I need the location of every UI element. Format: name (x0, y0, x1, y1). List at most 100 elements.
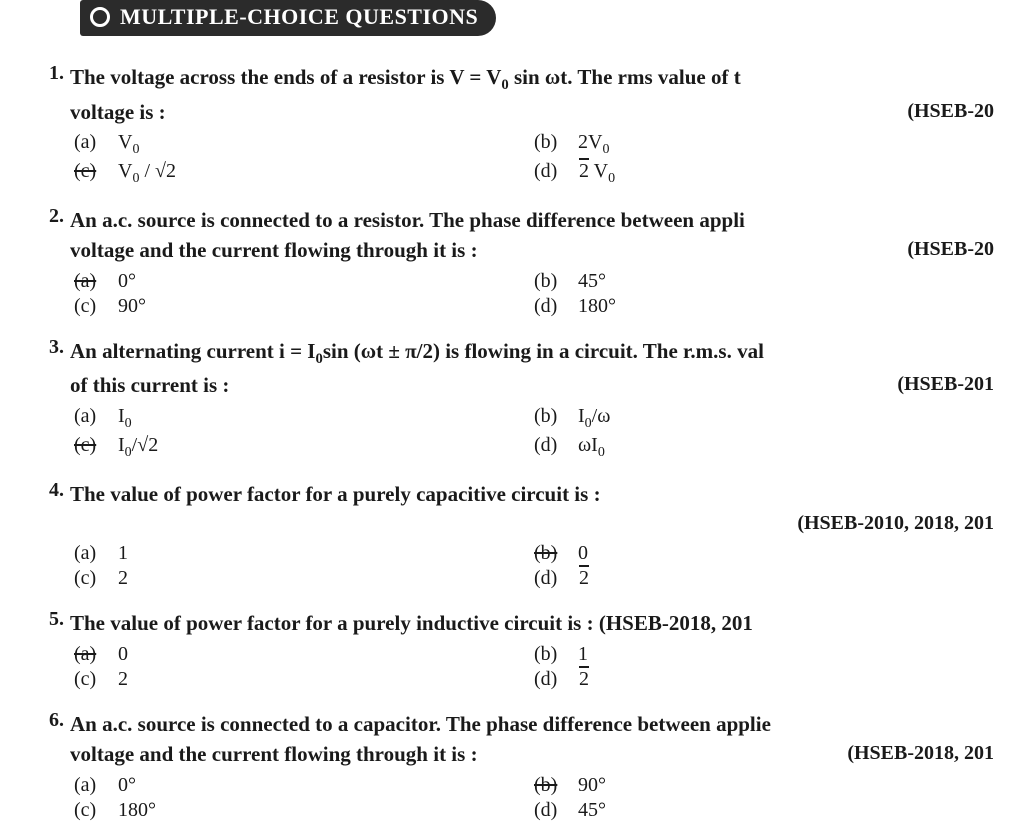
option: (d) 45° (534, 799, 994, 822)
question-4: 4. The value of power factor for a purel… (70, 479, 994, 590)
option: (c) 2 (74, 668, 534, 691)
option-label: (d) (534, 295, 568, 318)
option-label: (c) (74, 295, 108, 318)
option: (a) 1 (74, 542, 534, 565)
source-tag: (HSEB-20 (907, 235, 994, 264)
option-value: 2V0 (578, 131, 609, 158)
option-label: (c) (74, 668, 108, 691)
questions-list: 1. The voltage across the ends of a resi… (70, 62, 994, 822)
option: (d) ωI0 (534, 434, 994, 461)
option-value: V0 / √2 (118, 160, 176, 187)
source-tag: (HSEB-2018, 201 (847, 739, 994, 768)
option-label: (a) (74, 270, 108, 293)
option-label: (a) (74, 131, 108, 154)
option-label: (a) (74, 542, 108, 565)
question-text: An alternating current i = I0sin (ωt ± π… (70, 336, 994, 401)
option-value: 0 (118, 643, 128, 666)
option-value: 180° (118, 799, 156, 822)
option-value: ωI0 (578, 434, 605, 461)
question-number: 4. (30, 479, 64, 502)
option-label: (d) (534, 567, 568, 590)
bullet-icon (90, 7, 110, 27)
option-value: 2 (118, 668, 128, 691)
question-number: 6. (30, 709, 64, 732)
option-value: I0 (118, 405, 132, 432)
option-label: (b) (534, 131, 568, 154)
question-text: The value of power factor for a purely i… (70, 608, 994, 638)
option: (a) 0° (74, 270, 534, 293)
options: (a) 0 (b) 1 (c) 2 (d) 2 (70, 643, 994, 691)
option-value: 45° (578, 799, 606, 822)
option: (b) I0/ω (534, 405, 994, 432)
option-label: (a) (74, 405, 108, 428)
option-value: 1 (578, 643, 588, 666)
option-value: 1 (118, 542, 128, 565)
question-text: The voltage across the ends of a resisto… (70, 62, 994, 127)
question-number: 3. (30, 336, 64, 359)
question-1: 1. The voltage across the ends of a resi… (70, 62, 994, 187)
option-label: (d) (534, 668, 568, 691)
question-number: 1. (30, 62, 64, 85)
option: (c)180° (74, 799, 534, 822)
header-text: MULTIPLE-CHOICE QUESTIONS (120, 4, 478, 30)
option-label: (b) (534, 270, 568, 293)
option: (c) V0 / √2 (74, 160, 534, 187)
option-label: (b) (534, 405, 568, 428)
option: (a) I0 (74, 405, 534, 432)
question-number: 5. (30, 608, 64, 631)
option: (d) 2 (534, 668, 994, 691)
option: (c) 2 (74, 567, 534, 590)
question-3: 3. An alternating current i = I0sin (ωt … (70, 336, 994, 461)
option: (b) 45° (534, 270, 994, 293)
options: (a) 0° (b) 90° (c)180°(d) 45° (70, 774, 994, 822)
option: (c) I0/√2 (74, 434, 534, 461)
options: (a) I0 (b) I0/ω (c) I0/√2 (d) ωI0 (70, 405, 994, 461)
option-value: 90° (578, 774, 606, 797)
option-value: 2 (578, 668, 589, 691)
option-value: 90° (118, 295, 146, 318)
source-tag: (HSEB-2018, 201 (599, 611, 753, 635)
option-label: (c) (74, 567, 108, 590)
question-5: 5. The value of power factor for a purel… (70, 608, 994, 690)
option-label: (c) (74, 434, 108, 457)
option: (d) 180° (534, 295, 994, 318)
option: (a) V0 (74, 131, 534, 158)
option: (c) 90° (74, 295, 534, 318)
option-label: (d) (534, 160, 568, 183)
source-tag: (HSEB-20 (907, 97, 994, 126)
option-value: 0° (118, 270, 136, 293)
question-text: An a.c. source is connected to a resisto… (70, 205, 994, 266)
source-tag: (HSEB-201 (897, 370, 994, 399)
option-label: (c) (74, 160, 108, 183)
option-value: 0° (118, 774, 136, 797)
option-value: V0 (118, 131, 139, 158)
options: (a) V0 (b) 2V0 (c) V0 / √2 (d) 2 V0 (70, 131, 994, 187)
question-text: An a.c. source is connected to a capacit… (70, 709, 994, 770)
options: (a) 1 (b)0 (c) 2 (d) 2 (70, 542, 994, 590)
option-value: I0/√2 (118, 434, 158, 461)
option-value: 0 (578, 542, 588, 565)
option-label: (a) (74, 774, 108, 797)
option-value: 2 V0 (578, 160, 615, 187)
source-tag: (HSEB-2010, 2018, 201 (797, 509, 994, 538)
section-header: MULTIPLE-CHOICE QUESTIONS (80, 0, 496, 36)
option-value: 2 (118, 567, 128, 590)
option-label: (d) (534, 799, 568, 822)
question-number: 2. (30, 205, 64, 228)
option-label: (d) (534, 434, 568, 457)
option: (a) 0° (74, 774, 534, 797)
option: (d) 2 V0 (534, 160, 994, 187)
options: (a) 0° (b) 45° (c) 90° (d) 180° (70, 270, 994, 318)
option-label: (a) (74, 643, 108, 666)
option: (d) 2 (534, 567, 994, 590)
option: (b)0 (534, 542, 994, 565)
option-value: 45° (578, 270, 606, 293)
option-value: 2 (578, 567, 589, 590)
option-value: 180° (578, 295, 616, 318)
option: (b) 1 (534, 643, 994, 666)
option: (b) 2V0 (534, 131, 994, 158)
option-label: (b) (534, 643, 568, 666)
option-label: (b) (534, 774, 568, 797)
option-value: I0/ω (578, 405, 610, 432)
question-text: The value of power factor for a purely c… (70, 479, 994, 509)
